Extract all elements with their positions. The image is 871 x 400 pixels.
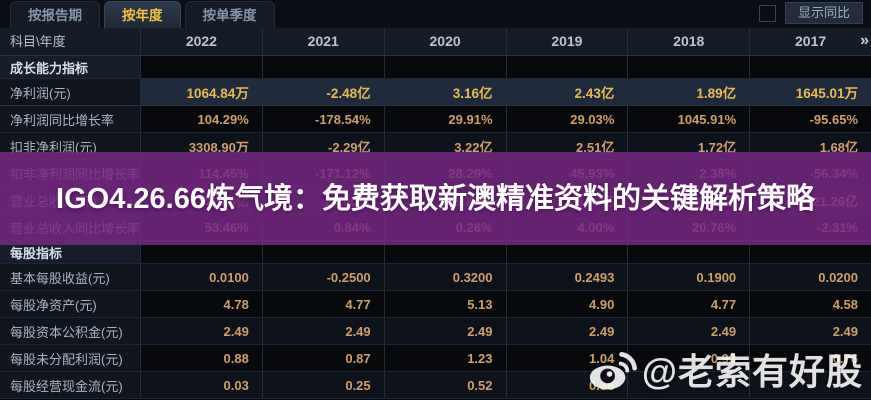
cell-value: 1.23 (383, 345, 506, 371)
table-row: 每股净资产(元) 4.78 4.77 5.13 4.90 4.77 4.58 (0, 291, 871, 318)
cell-value (749, 241, 871, 263)
period-tabbar: 按报告期 按年度 按单季度 显示同比 (0, 0, 871, 28)
tab-by-year[interactable]: 按年度 (104, 1, 181, 28)
year-header-row: 科目\年度 » 2022 2021 2020 2019 2018 2017 (0, 28, 871, 56)
cell-value (383, 241, 506, 263)
cell-value (627, 241, 750, 263)
cell-value: -178.54% (261, 106, 384, 132)
weibo-eye-icon (589, 352, 637, 390)
cell-value: 0.1900 (627, 264, 750, 290)
cell-value: 0.3200 (383, 264, 506, 290)
cell-value: 3.16亿 (383, 79, 506, 105)
table-row: 扣非净利润(元) 3308.90万 -2.29亿 3.22亿 2.51亿 1.72亿 1.6… (0, 133, 871, 160)
cell-value: 29.03% (505, 106, 628, 132)
corner-header-cell: 科目\年度 (10, 34, 66, 49)
row-label: 成长能力指标 (0, 56, 140, 78)
cell-value (505, 241, 628, 263)
cell-value: 4.90 (505, 291, 628, 317)
more-columns-icon[interactable]: » (860, 32, 869, 49)
cell-value (505, 56, 628, 78)
cell-value: 2.49 (749, 318, 871, 344)
cell-value: 4.77 (261, 291, 384, 317)
table-row: 每股经营现金流(元)0.030.250.520.36 (0, 372, 871, 399)
cell-value: 104.29% (140, 106, 262, 132)
cell-value: -2.48亿 (261, 79, 384, 105)
weibo-handle: @老索有好股 (641, 351, 863, 392)
cell-value (140, 56, 262, 78)
watermark-text: IGO4.26.66炼气境：免费获取新澳精准资料的关键解析策略 (56, 182, 815, 215)
cell-value: 0.0200 (749, 264, 871, 290)
cell-value (627, 56, 750, 78)
section-row: 成长能力指标 (0, 56, 871, 79)
cell-value: 0.76 (749, 345, 871, 371)
cell-value: -95.65% (749, 106, 871, 132)
row-label: 每股指标 (0, 241, 140, 263)
cell-value: 0.88 (140, 345, 262, 371)
row-label: 基本每股收益(元) (0, 264, 140, 290)
cell-value: 1045.91% (627, 106, 750, 132)
year-col-2022: 2022 (140, 28, 262, 55)
cell-value: 1645.01万 (749, 79, 871, 105)
table-row: 每股未分配利润(元) 0.88 0.87 1.23 1.04 0.93 0.76 (0, 345, 871, 372)
tab-label: 按单季度 (202, 8, 257, 23)
cell-value: 2.49 (261, 318, 384, 344)
cell-value: 4.77 (627, 291, 750, 317)
cell-value: 0.93 (627, 345, 750, 371)
cell-value: 2.49 (627, 318, 750, 344)
cell-value (383, 56, 506, 78)
weibo-watermark: @老索有好股 (586, 343, 863, 395)
cell-value: 4.78 (140, 291, 262, 317)
section-row: 每股指标 (0, 241, 871, 264)
cell-value: 2.43亿 (505, 79, 628, 105)
cell-value: 0.0100 (140, 264, 262, 290)
table-row: 每股资本公积金(元) 2.49 2.49 2.49 2.49 2.49 2.49 (0, 318, 871, 345)
tab-by-quarter[interactable]: 按单季度 (184, 1, 275, 28)
year-col-2020: 2020 (383, 28, 506, 55)
year-col-2017: 2017 (749, 28, 871, 55)
cell-value: 2.49 (505, 318, 628, 344)
cell-value: 1064.84万 (140, 79, 262, 105)
cell-value (261, 241, 384, 263)
cell-value: 0.87 (261, 345, 384, 371)
table-row: 净利润同比增长率 104.29% -178.54% 29.91% 29.03% 1045.… (0, 106, 871, 133)
row-label: 净利润同比增长率 (0, 106, 140, 132)
cell-value: 2.49 (383, 318, 506, 344)
tab-label: 按报告期 (28, 8, 82, 23)
cell-value (627, 372, 750, 398)
yoy-toggle-button[interactable]: 显示同比 (784, 2, 863, 24)
row-label: 净利润(元) (0, 79, 140, 105)
cell-value (261, 56, 384, 78)
tab-by-report-period[interactable]: 按报告期 (10, 1, 100, 28)
cell-value (749, 56, 871, 78)
year-col-2018: 2018 (627, 28, 749, 55)
row-label: 每股未分配利润(元) (0, 345, 140, 371)
cell-value: 1.89亿 (627, 79, 750, 105)
yoy-control-group: 显示同比 (758, 2, 863, 28)
table-row: 净利润(元) 1064.84万 -2.48亿 3.16亿 2.43亿 1.89亿 1645.… (0, 79, 871, 106)
cell-value (749, 372, 871, 398)
cell-value: 0.25 (261, 372, 384, 398)
cell-value: 2.49 (140, 318, 262, 344)
cell-value: 0.52 (383, 372, 506, 398)
year-col-2021: 2021 (261, 28, 384, 55)
cell-value: 5.13 (383, 291, 506, 317)
yoy-label: 显示同比 (797, 5, 850, 20)
tab-label: 按年度 (122, 8, 163, 23)
row-label: 每股经营现金流(元) (0, 372, 140, 398)
year-col-2019: 2019 (505, 28, 628, 55)
row-label: 每股净资产(元) (0, 291, 140, 317)
table-row: 基本每股收益(元) 0.0100 -0.2500 0.3200 0.2493 0.1900… (0, 264, 871, 291)
cell-value: -0.2500 (261, 264, 384, 290)
cell-value: 29.91% (383, 106, 506, 132)
cell-value: 0.03 (140, 372, 262, 398)
row-label: 每股资本公积金(元) (0, 318, 140, 344)
cell-value: 4.58 (749, 291, 871, 317)
yoy-checkbox[interactable] (758, 4, 776, 22)
cell-value (140, 241, 262, 263)
cell-value: 0.2493 (505, 264, 628, 290)
purple-watermark-banner: IGO4.26.66炼气境：免费获取新澳精准资料的关键解析策略 (0, 152, 871, 245)
